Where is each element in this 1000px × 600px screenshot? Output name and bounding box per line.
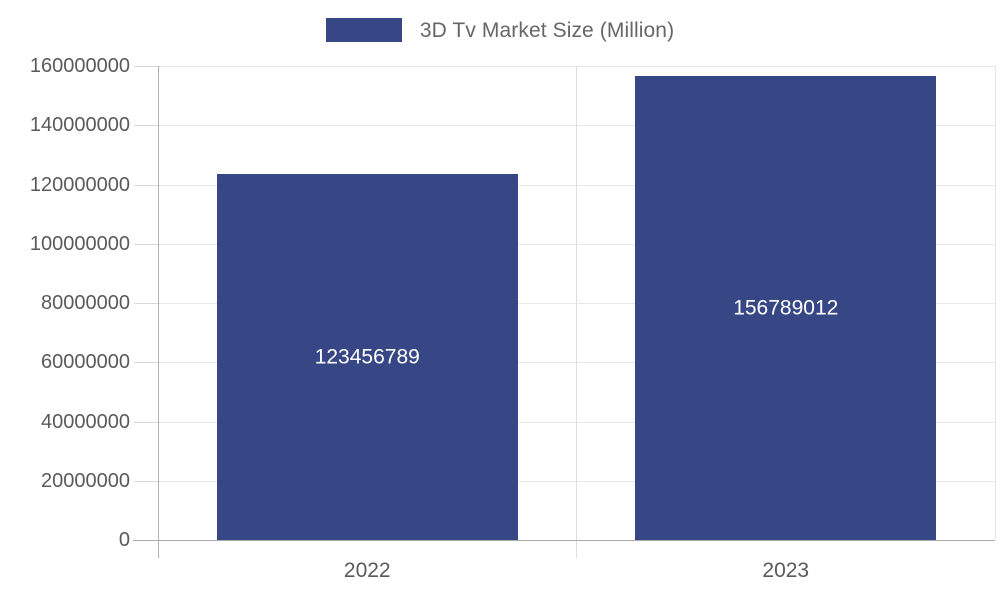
category-separator-line <box>576 66 577 558</box>
y-axis-tick-mark <box>134 243 158 245</box>
y-axis-tick-label: 40000000 <box>41 410 130 433</box>
y-axis-tick-label: 80000000 <box>41 292 130 314</box>
y-axis-tick-mark <box>134 421 158 423</box>
bar-2022[interactable] <box>216 174 518 540</box>
x-axis-tick-label-2022: 2022 <box>343 559 391 582</box>
y-axis-tick-mark <box>134 66 158 67</box>
chart-legend: 3D Tv Market Size (Million) <box>0 12 1000 48</box>
y-axis-tick-label: 160000000 <box>29 55 130 77</box>
y-axis-tick-label: 140000000 <box>29 114 130 137</box>
y-axis-tick-label: 60000000 <box>41 351 130 374</box>
bar-2023[interactable] <box>635 75 937 540</box>
legend-item-3d-tv-market-size[interactable]: 3D Tv Market Size (Million) <box>325 18 675 42</box>
x-axis-tick-label-2023: 2023 <box>762 559 810 582</box>
y-axis-tick-label: 100000000 <box>29 232 130 255</box>
y-axis-tick-mark <box>134 362 158 364</box>
y-axis-tick-mark <box>134 480 158 482</box>
x-axis-baseline <box>133 540 995 541</box>
y-axis-tick-mark <box>134 303 158 304</box>
y-axis-tick-label: 20000000 <box>41 469 130 492</box>
y-axis-tick-mark <box>134 184 158 186</box>
y-axis-line <box>158 66 159 558</box>
y-axis-tick-label: 120000000 <box>29 173 130 196</box>
y-axis-tick-label: 0 <box>118 529 130 551</box>
plot-right-border <box>995 66 996 540</box>
legend-item-label: 3D Tv Market Size (Million) <box>419 18 675 42</box>
y-axis-tick-mark <box>134 125 158 127</box>
legend-color-swatch-icon <box>325 18 402 42</box>
